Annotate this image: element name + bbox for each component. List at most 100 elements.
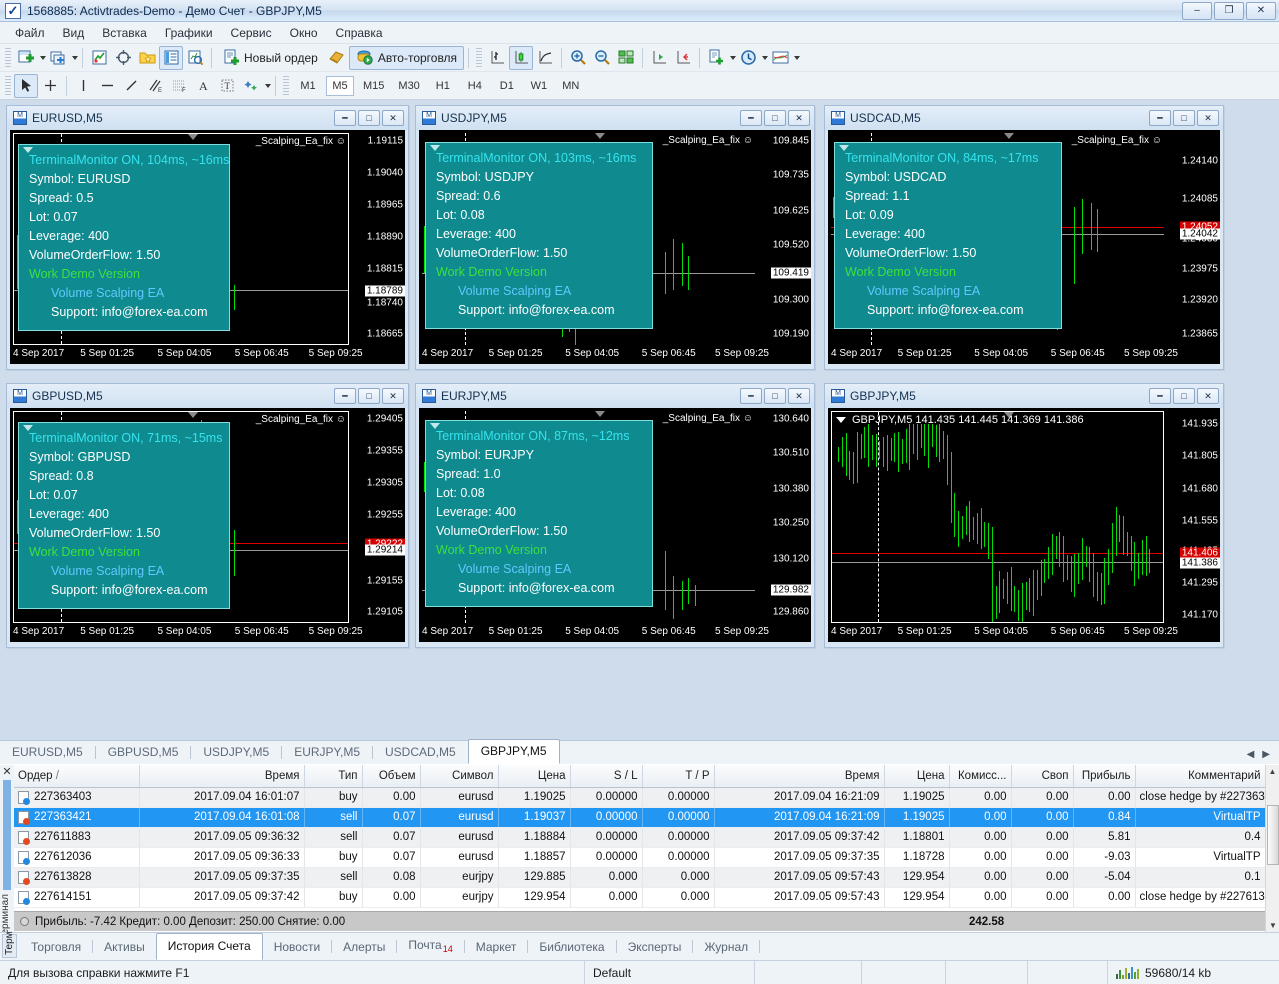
status-traffic[interactable]: 59680/14 kb <box>1108 961 1219 984</box>
tab-experts[interactable]: Эксперты <box>627 940 682 954</box>
chart-tab-usdcad[interactable]: USDCAD,M5 <box>385 745 456 759</box>
tab-news[interactable]: Новости <box>273 940 321 954</box>
zoom-in-icon[interactable] <box>566 46 590 70</box>
chart-maximize-button[interactable]: □ <box>1173 388 1195 404</box>
panel-collapse-icon[interactable] <box>23 147 33 153</box>
scroll-down-icon[interactable]: ▼ <box>1266 919 1279 933</box>
chart-minimize-button[interactable]: ━ <box>740 388 762 404</box>
chart-window-usdcad[interactable]: M USDCAD,M5 ━ □ ✕ _Scalping_Ea_fix ☺ <box>824 105 1224 370</box>
toolbar-grip[interactable] <box>5 75 11 96</box>
terminal-rail[interactable] <box>3 780 11 890</box>
auto-scroll-icon[interactable] <box>671 46 695 70</box>
horizontal-line-icon[interactable] <box>95 74 119 98</box>
timeframe-mn[interactable]: MN <box>562 79 580 92</box>
chart-tab-gbpjpy[interactable]: GBPJPY,M5 <box>467 739 560 764</box>
chart-window-controls[interactable]: ━ □ ✕ <box>740 388 812 404</box>
close-button[interactable]: ✕ <box>1246 2 1276 20</box>
col-close-time[interactable]: Время <box>714 765 885 788</box>
col-order[interactable]: Ордер / <box>14 765 140 788</box>
cursor-icon[interactable] <box>14 73 38 98</box>
chart-canvas[interactable]: GBPJPY,M5 141.435 141.445 141.369 141.38… <box>828 408 1220 642</box>
chart-drawing-area[interactable]: _Scalping_Ea_fix ☺ TerminalM <box>828 130 1220 364</box>
menu-item-insert[interactable]: Вставка <box>102 25 147 40</box>
restore-button[interactable]: ❐ <box>1214 2 1244 20</box>
col-commission[interactable]: Комисс... <box>949 765 1012 788</box>
chart-drawing-area[interactable]: _Scalping_Ea_fix ☺ TerminalMonitor ON, 7… <box>10 408 405 642</box>
timeframe-m5[interactable]: M5 <box>326 75 354 96</box>
crosshair-icon[interactable] <box>38 74 62 98</box>
menu-item-file[interactable]: Файл <box>15 25 45 40</box>
chart-titlebar[interactable]: M EURUSD,M5 ━ □ ✕ <box>7 106 408 130</box>
chart-minimize-button[interactable]: ━ <box>334 388 356 404</box>
navigator-favorites-icon[interactable] <box>135 46 159 70</box>
tab-journal[interactable]: Журнал <box>704 940 749 954</box>
chart-window-controls[interactable]: ━ □ ✕ <box>1149 388 1221 404</box>
chart-drawing-area[interactable]: _Scalping_Ea_fix ☺ TerminalMonitor ON, 8… <box>419 408 811 642</box>
price-axis-usdcad[interactable]: 1.24140 1.24085 1.24030 1.23975 1.23920 … <box>1164 133 1220 345</box>
timeframe-h1[interactable]: H1 <box>435 79 450 92</box>
tab-code-base[interactable]: Библиотека <box>539 940 605 954</box>
col-open-price[interactable]: Цена <box>498 765 571 788</box>
terminal-icon[interactable] <box>159 45 183 70</box>
toolbar-grip[interactable] <box>5 47 11 68</box>
chart-titlebar[interactable]: M USDJPY,M5 ━ □ ✕ <box>416 106 814 130</box>
col-swap[interactable]: Своп <box>1011 765 1074 788</box>
bar-chart-icon[interactable] <box>485 46 509 70</box>
account-history-table[interactable]: Ордер / Время Тип Объем Символ Цена S / … <box>14 765 1266 908</box>
chart-window-controls[interactable]: ━ □ ✕ <box>1149 110 1221 126</box>
chart-plot-eurjpy[interactable]: _Scalping_Ea_fix ☺ TerminalMonitor ON, 8… <box>422 411 755 623</box>
chart-titlebar[interactable]: M GBPJPY,M5 ━ □ ✕ <box>825 384 1223 408</box>
chart-window-usdjpy[interactable]: M USDJPY,M5 ━ □ ✕ _Scalping_Ea_fix ☺ <box>415 105 815 370</box>
chart-maximize-button[interactable]: □ <box>1173 110 1195 126</box>
col-volume[interactable]: Объем <box>362 765 421 788</box>
scroll-up-icon[interactable]: ▲ <box>1266 765 1279 779</box>
indicators-dropdown-icon[interactable] <box>794 55 801 60</box>
menu-item-window[interactable]: Окно <box>289 25 318 40</box>
chart-canvas[interactable]: _Scalping_Ea_fix ☺ TerminalMonitor ON, 1… <box>10 130 405 364</box>
chart-maximize-button[interactable]: □ <box>764 388 786 404</box>
table-row[interactable]: 227613828 2017.09.05 09:37:35 sell 0.08 … <box>14 867 1266 888</box>
chart-close-button[interactable]: ✕ <box>382 388 404 404</box>
status-profile[interactable]: Default <box>585 960 755 984</box>
chart-close-button[interactable]: ✕ <box>788 110 810 126</box>
chart-window-gbpjpy[interactable]: M GBPJPY,M5 ━ □ ✕ GBPJPY,M5 141.435 141.… <box>824 383 1224 648</box>
price-axis-usdjpy[interactable]: 109.845 109.735 109.625 109.520 109.300 … <box>755 133 811 345</box>
autotrading-button[interactable]: Авто-торговля <box>348 45 465 70</box>
chart-maximize-button[interactable]: □ <box>358 110 380 126</box>
chart-titlebar[interactable]: M GBPUSD,M5 ━ □ ✕ <box>7 384 408 408</box>
table-row[interactable]: 227363421 2017.09.04 16:01:08 sell 0.07 … <box>14 807 1266 828</box>
window-controls[interactable]: – ❐ ✕ <box>1182 2 1276 20</box>
chart-titlebar[interactable]: M USDCAD,M5 ━ □ ✕ <box>825 106 1223 130</box>
chart-maximize-button[interactable]: □ <box>358 388 380 404</box>
chart-plot-gbpjpy[interactable]: GBPJPY,M5 141.435 141.445 141.369 141.38… <box>831 411 1164 623</box>
table-row[interactable]: 227611883 2017.09.05 09:36:32 sell 0.07 … <box>14 827 1266 848</box>
tile-windows-icon[interactable] <box>614 46 638 70</box>
chart-window-controls[interactable]: ━ □ ✕ <box>334 110 406 126</box>
minimize-button[interactable]: – <box>1182 2 1212 20</box>
line-chart-icon[interactable] <box>533 46 557 70</box>
chart-window-controls[interactable]: ━ □ ✕ <box>740 110 812 126</box>
table-row[interactable]: 227614151 2017.09.05 09:37:42 buy 0.00 e… <box>14 887 1266 908</box>
tab-market[interactable]: Маркет <box>475 940 517 954</box>
timeframe-m15[interactable]: M15 <box>363 79 385 92</box>
menu-item-tools[interactable]: Сервис <box>230 25 272 40</box>
chart-plot-usdcad[interactable]: _Scalping_Ea_fix ☺ TerminalM <box>831 133 1164 345</box>
panel-collapse-icon[interactable] <box>430 145 440 151</box>
candlestick-chart-icon[interactable] <box>509 45 534 70</box>
period-dropdown-icon[interactable] <box>762 55 769 60</box>
chart-close-button[interactable]: ✕ <box>1197 110 1219 126</box>
chart-tab-eurusd[interactable]: EURUSD,M5 <box>12 745 83 759</box>
chart-plot-usdjpy[interactable]: _Scalping_Ea_fix ☺ <box>422 133 755 345</box>
text-label-icon[interactable]: T <box>215 74 239 98</box>
chart-shift-icon[interactable] <box>647 46 671 70</box>
chart-tab-eurjpy[interactable]: EURJPY,M5 <box>294 745 360 759</box>
chart-minimize-button[interactable]: ━ <box>1149 110 1171 126</box>
chart-plot-eurusd[interactable]: _Scalping_Ea_fix ☺ TerminalMonitor ON, 1… <box>13 133 349 345</box>
col-comment[interactable]: Комментарий <box>1135 765 1266 788</box>
crosshair-icon[interactable] <box>111 46 135 70</box>
col-sl[interactable]: S / L <box>570 765 643 788</box>
panel-collapse-icon[interactable] <box>430 423 440 429</box>
price-axis-gbpusd[interactable]: 1.29405 1.29355 1.29305 1.29255 1.29205 … <box>349 411 405 623</box>
chart-minimize-button[interactable]: ━ <box>334 110 356 126</box>
col-profit[interactable]: Прибыль <box>1073 765 1136 788</box>
